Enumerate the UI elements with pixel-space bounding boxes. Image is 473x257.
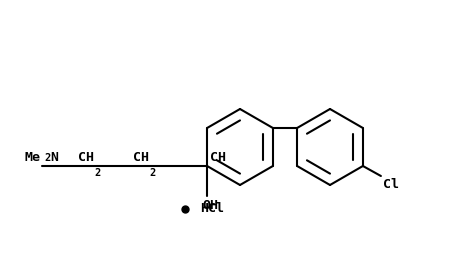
Text: 2: 2 [149, 168, 155, 178]
Text: 2: 2 [94, 168, 100, 178]
Text: N: N [50, 151, 58, 164]
Text: CH: CH [210, 151, 226, 164]
Text: CH: CH [78, 151, 94, 164]
Text: Me: Me [24, 151, 40, 164]
Text: OH: OH [202, 199, 218, 212]
Text: HCl: HCl [200, 203, 224, 216]
Text: CH: CH [133, 151, 149, 164]
Text: 2: 2 [44, 153, 50, 163]
Text: Cl: Cl [383, 178, 399, 191]
